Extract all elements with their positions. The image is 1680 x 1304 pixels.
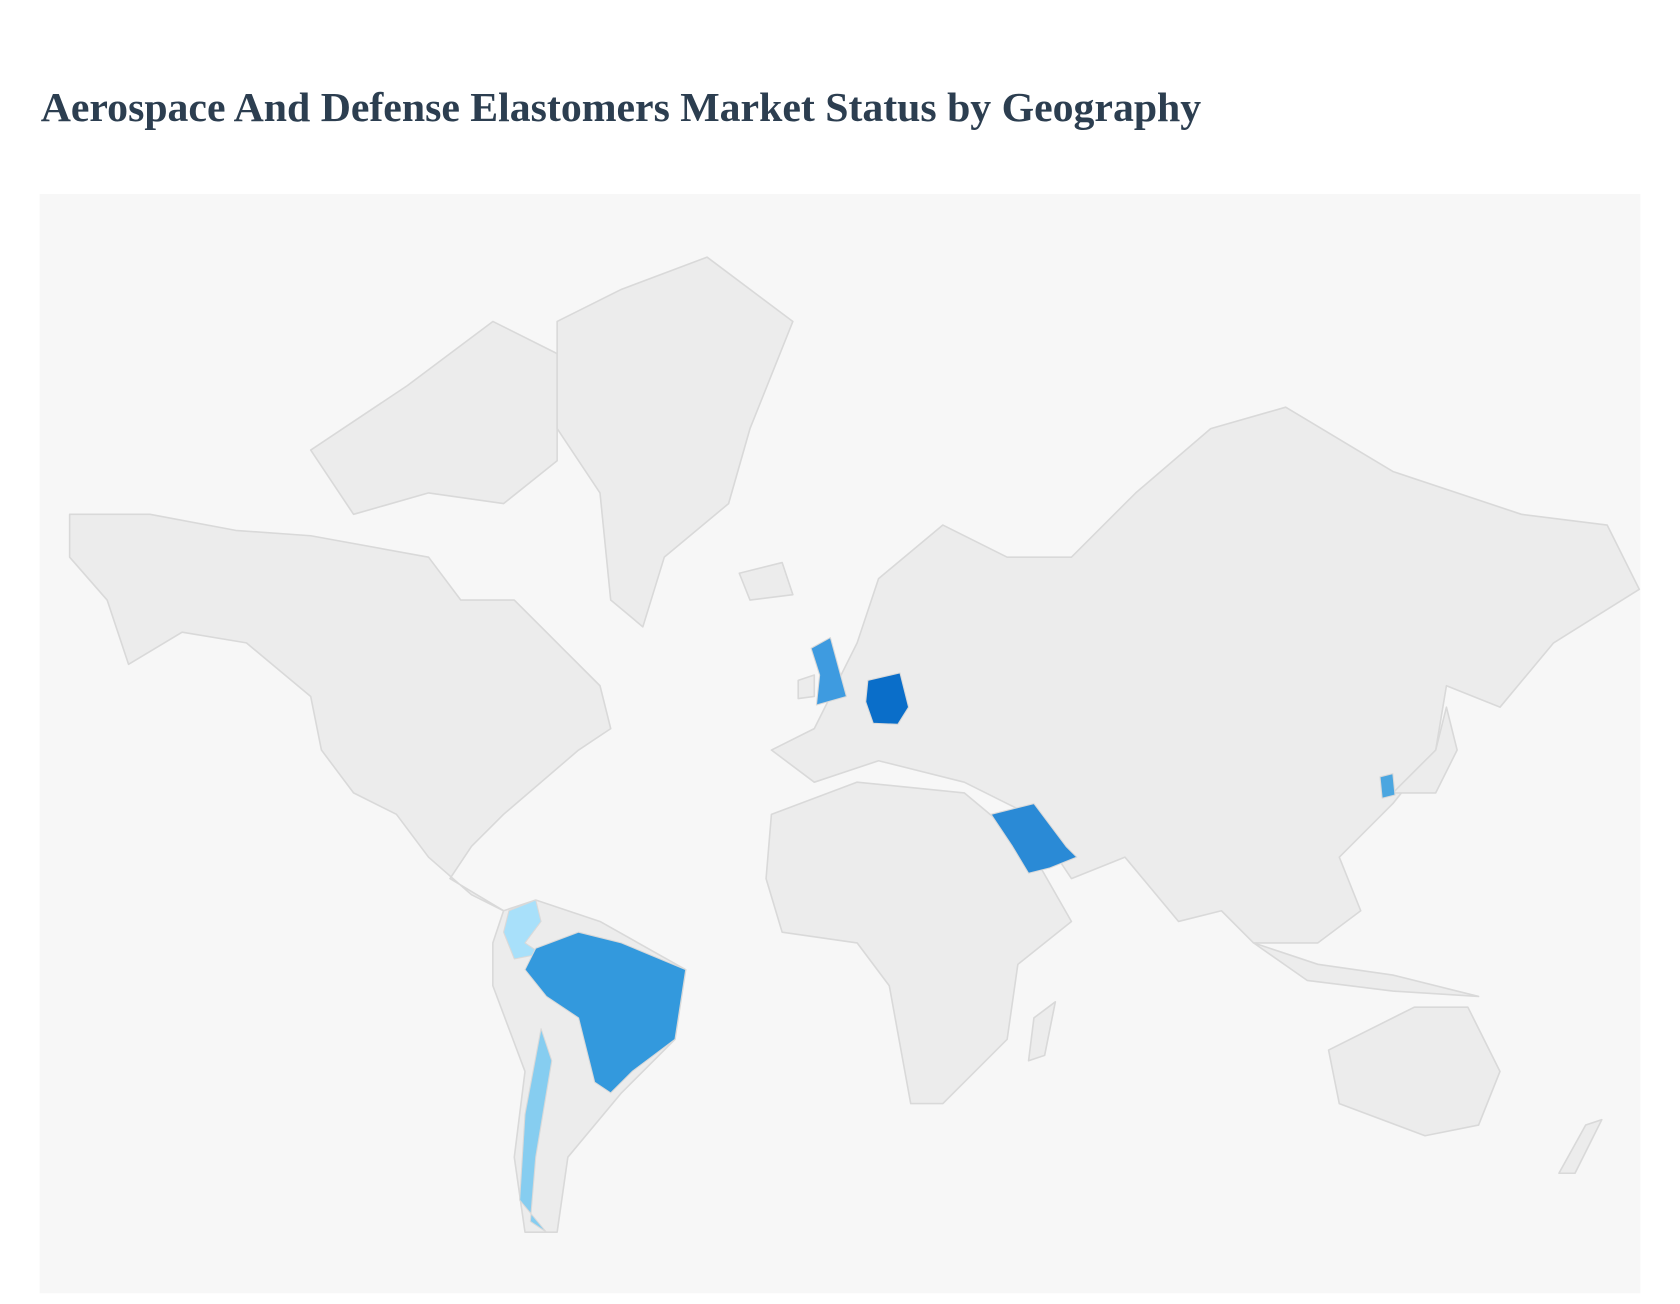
indonesia [1252,942,1480,998]
australia [1327,1006,1501,1137]
new-zealand [1558,1118,1603,1175]
page-title: Aerospace And Defense Elastomers Market … [41,85,1202,131]
eurasia [770,406,1641,944]
brazil [524,931,687,1094]
arctic-islands [309,320,558,516]
germany [865,672,910,725]
chile [519,1028,553,1233]
africa [765,781,1073,1105]
north-america [68,513,612,912]
world-map [68,256,1641,1233]
united-kingdom [810,636,847,706]
colombia [503,899,542,960]
south-korea [1379,773,1396,799]
saudi-arabia [990,803,1078,874]
iceland [738,561,794,601]
madagascar [1027,1001,1057,1062]
japan [1392,706,1458,794]
ireland [797,674,816,700]
greenland [556,256,794,628]
